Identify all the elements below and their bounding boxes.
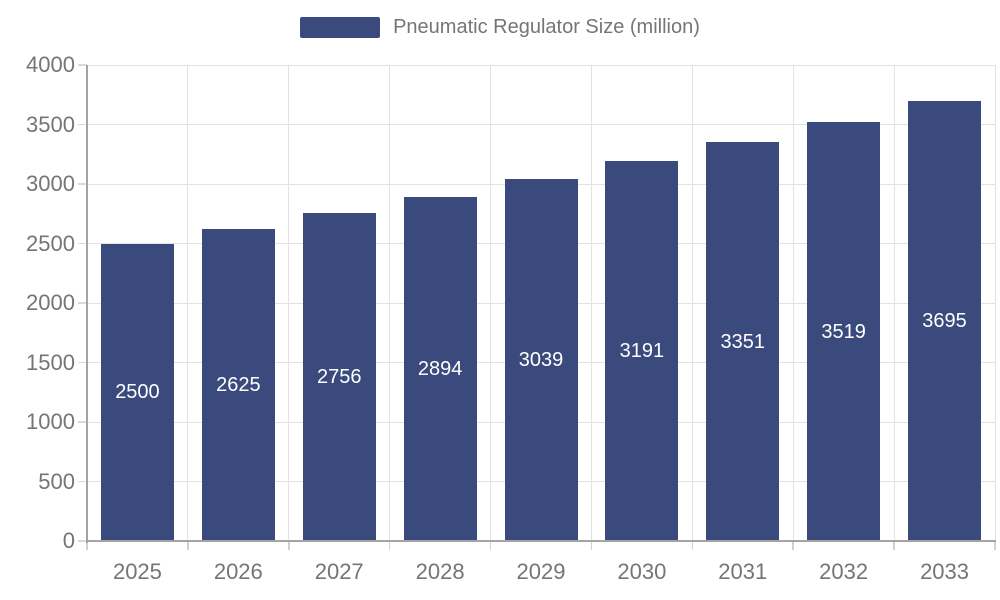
x-axis-label: 2031 bbox=[718, 559, 768, 584]
x-axis-tick bbox=[187, 541, 189, 550]
x-axis-tick bbox=[86, 541, 88, 550]
y-axis-label: 0 bbox=[62, 528, 75, 553]
x-gridline bbox=[792, 65, 794, 541]
bar-2028[interactable]: 2894 bbox=[403, 196, 477, 541]
bar-2032[interactable]: 3519 bbox=[807, 122, 881, 541]
y-axis-label: 2000 bbox=[26, 290, 75, 315]
bar-2033[interactable]: 3695 bbox=[908, 101, 982, 541]
x-axis-line bbox=[86, 540, 996, 542]
bar-value-label: 2625 bbox=[216, 373, 261, 396]
x-axis-label: 2029 bbox=[516, 559, 566, 584]
x-axis-tick bbox=[792, 541, 794, 550]
y-axis-tick bbox=[78, 123, 87, 126]
y-axis-tick bbox=[78, 480, 87, 483]
x-gridline bbox=[490, 65, 492, 541]
bar-value-label: 3695 bbox=[922, 310, 967, 333]
y-axis-tick bbox=[78, 421, 87, 423]
bar-2027[interactable]: 2756 bbox=[302, 213, 376, 541]
x-axis-tick bbox=[388, 541, 391, 550]
y-axis-tick bbox=[78, 302, 87, 304]
bar-value-label: 3351 bbox=[720, 330, 766, 353]
y-axis-label: 3000 bbox=[26, 171, 75, 196]
legend-item[interactable]: Pneumatic Regulator Size (million) bbox=[0, 16, 1000, 39]
plot-area: 0 500 1000 1500 2000 2500 3000 3500 4000 2025 2500… bbox=[26, 54, 996, 583]
y-axis-line bbox=[86, 65, 88, 543]
y-axis-tick bbox=[78, 242, 87, 245]
x-gridline bbox=[288, 65, 290, 541]
y-axis-tick bbox=[78, 540, 87, 542]
bar-2025[interactable]: 2500 bbox=[100, 243, 174, 541]
y-axis-tick bbox=[78, 183, 87, 185]
y-axis-tick bbox=[78, 361, 87, 364]
legend-swatch bbox=[300, 17, 381, 38]
y-gridline bbox=[87, 64, 995, 66]
bar-2029[interactable]: 3039 bbox=[504, 179, 578, 541]
x-axis-tick bbox=[288, 541, 290, 550]
x-axis-label: 2033 bbox=[920, 559, 970, 584]
bar-value-label: 2894 bbox=[417, 357, 463, 380]
x-axis-label: 2030 bbox=[617, 559, 667, 584]
x-axis-tick bbox=[893, 541, 895, 550]
y-axis-tick bbox=[78, 64, 87, 66]
bar-value-label: 3519 bbox=[821, 320, 866, 343]
x-gridline bbox=[187, 65, 189, 541]
y-axis-label: 500 bbox=[38, 468, 75, 494]
y-gridline bbox=[87, 124, 995, 125]
bar-value-label: 2756 bbox=[316, 366, 362, 389]
y-axis-label: 2500 bbox=[26, 230, 75, 256]
y-axis-label: 3500 bbox=[26, 111, 75, 137]
x-axis-label: 2027 bbox=[314, 559, 364, 584]
x-axis-tick bbox=[691, 541, 694, 550]
x-axis-label: 2028 bbox=[415, 559, 465, 584]
x-gridline bbox=[893, 65, 895, 541]
x-axis-tick bbox=[489, 541, 492, 550]
x-gridline bbox=[389, 65, 391, 541]
bar-value-label: 2500 bbox=[115, 381, 160, 404]
x-axis-label: 2026 bbox=[213, 559, 263, 584]
bar-value-label: 3039 bbox=[518, 349, 564, 372]
y-axis-label: 1000 bbox=[26, 409, 75, 434]
bar-value-label: 3191 bbox=[619, 340, 665, 363]
x-axis-tick bbox=[994, 541, 996, 550]
x-gridline bbox=[691, 65, 693, 541]
x-gridline bbox=[590, 65, 592, 541]
bar-2031[interactable]: 3351 bbox=[706, 142, 780, 541]
y-axis-label: 1500 bbox=[26, 349, 75, 375]
x-axis-label: 2025 bbox=[112, 559, 162, 584]
x-axis-tick bbox=[590, 541, 593, 550]
x-gridline bbox=[994, 65, 996, 541]
y-axis-label: 4000 bbox=[26, 52, 75, 77]
bar-2026[interactable]: 2625 bbox=[201, 228, 275, 541]
bar-2030[interactable]: 3191 bbox=[605, 161, 679, 541]
x-axis-label: 2032 bbox=[819, 559, 869, 584]
legend-label: Pneumatic Regulator Size (million) bbox=[393, 16, 700, 38]
